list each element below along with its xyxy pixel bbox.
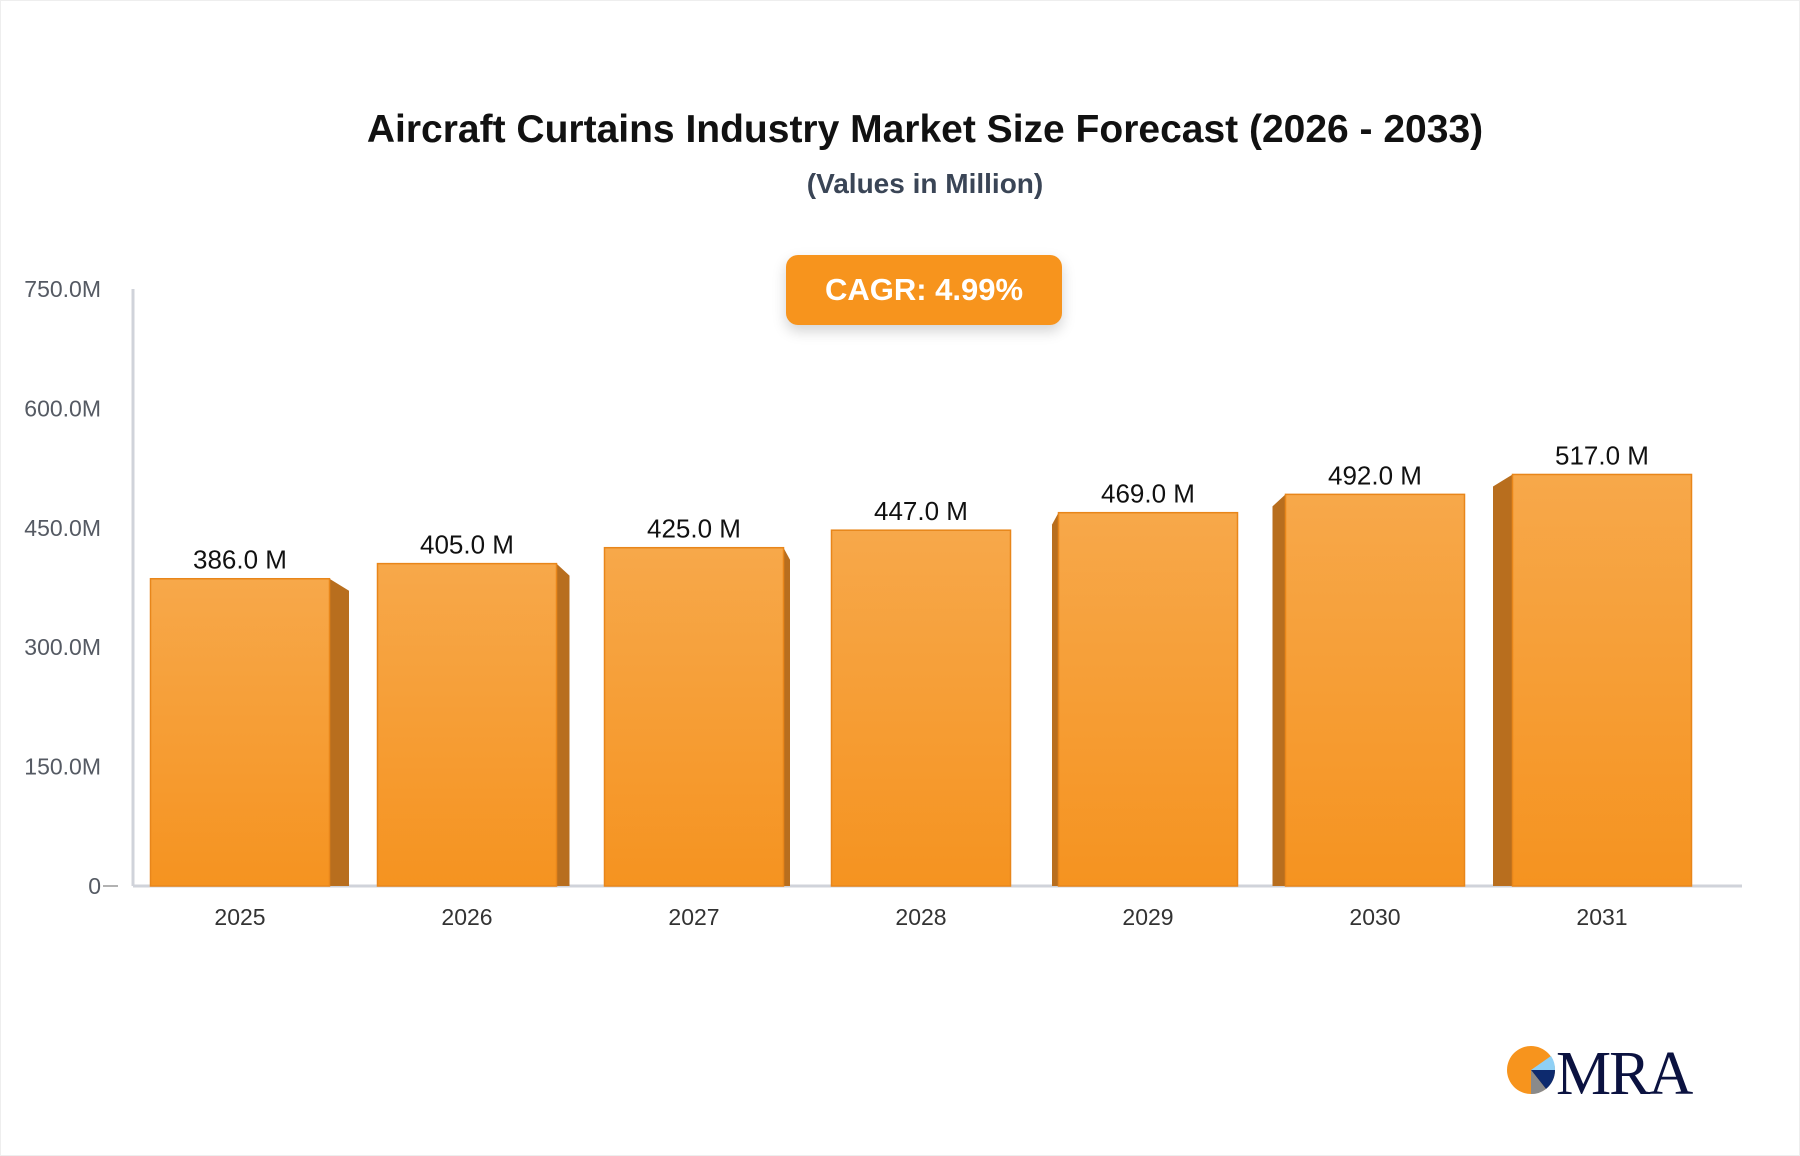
chart-subtitle: (Values in Million) xyxy=(806,168,1044,199)
y-tick-label: 150.0M xyxy=(24,754,101,780)
data-label: 447.0 M xyxy=(874,496,968,526)
y-tick-label: 450.0M xyxy=(24,515,101,541)
bar-side-2029 xyxy=(1052,512,1059,886)
data-label: 517.0 M xyxy=(1555,440,1649,470)
bar-side-2025 xyxy=(329,578,349,886)
bar-side-2027 xyxy=(783,547,790,886)
y-tick-label: 0 xyxy=(88,873,101,899)
bar-2026 xyxy=(376,562,558,887)
svg-text:MRA: MRA xyxy=(1556,1040,1693,1100)
data-label: 425.0 M xyxy=(647,514,741,544)
y-tick-label: 600.0M xyxy=(24,395,101,421)
x-tick-label: 2025 xyxy=(214,904,265,930)
x-tick-label: 2026 xyxy=(441,904,492,930)
bar-2030 xyxy=(1284,493,1466,887)
bar-side-2030 xyxy=(1272,494,1286,886)
data-label: 469.0 M xyxy=(1101,479,1195,509)
cagr-badge: CAGR: 4.99% xyxy=(786,255,1062,325)
mra-logo: MRA xyxy=(1507,1040,1695,1100)
x-tick-label: 2031 xyxy=(1576,904,1627,930)
bar-2027 xyxy=(603,546,785,887)
x-tick-label: 2028 xyxy=(895,904,946,930)
data-label: 405.0 M xyxy=(420,530,514,560)
bar-2029 xyxy=(1057,511,1239,887)
x-tick-label: 2029 xyxy=(1122,904,1173,930)
x-tick-label: 2027 xyxy=(668,904,719,930)
chart-title: Aircraft Curtains Industry Market Size F… xyxy=(366,108,1484,151)
data-label: 492.0 M xyxy=(1328,460,1422,490)
y-tick-label: 750.0M xyxy=(24,276,101,302)
y-tick-label: 300.0M xyxy=(24,634,101,660)
data-label: 386.0 M xyxy=(193,545,287,575)
bar-side-2031 xyxy=(1493,474,1513,886)
bar-side-2026 xyxy=(556,563,570,886)
x-tick-label: 2030 xyxy=(1349,904,1400,930)
bar-2028 xyxy=(830,529,1012,887)
bar-2025 xyxy=(149,577,331,887)
bar-2031 xyxy=(1511,473,1693,887)
